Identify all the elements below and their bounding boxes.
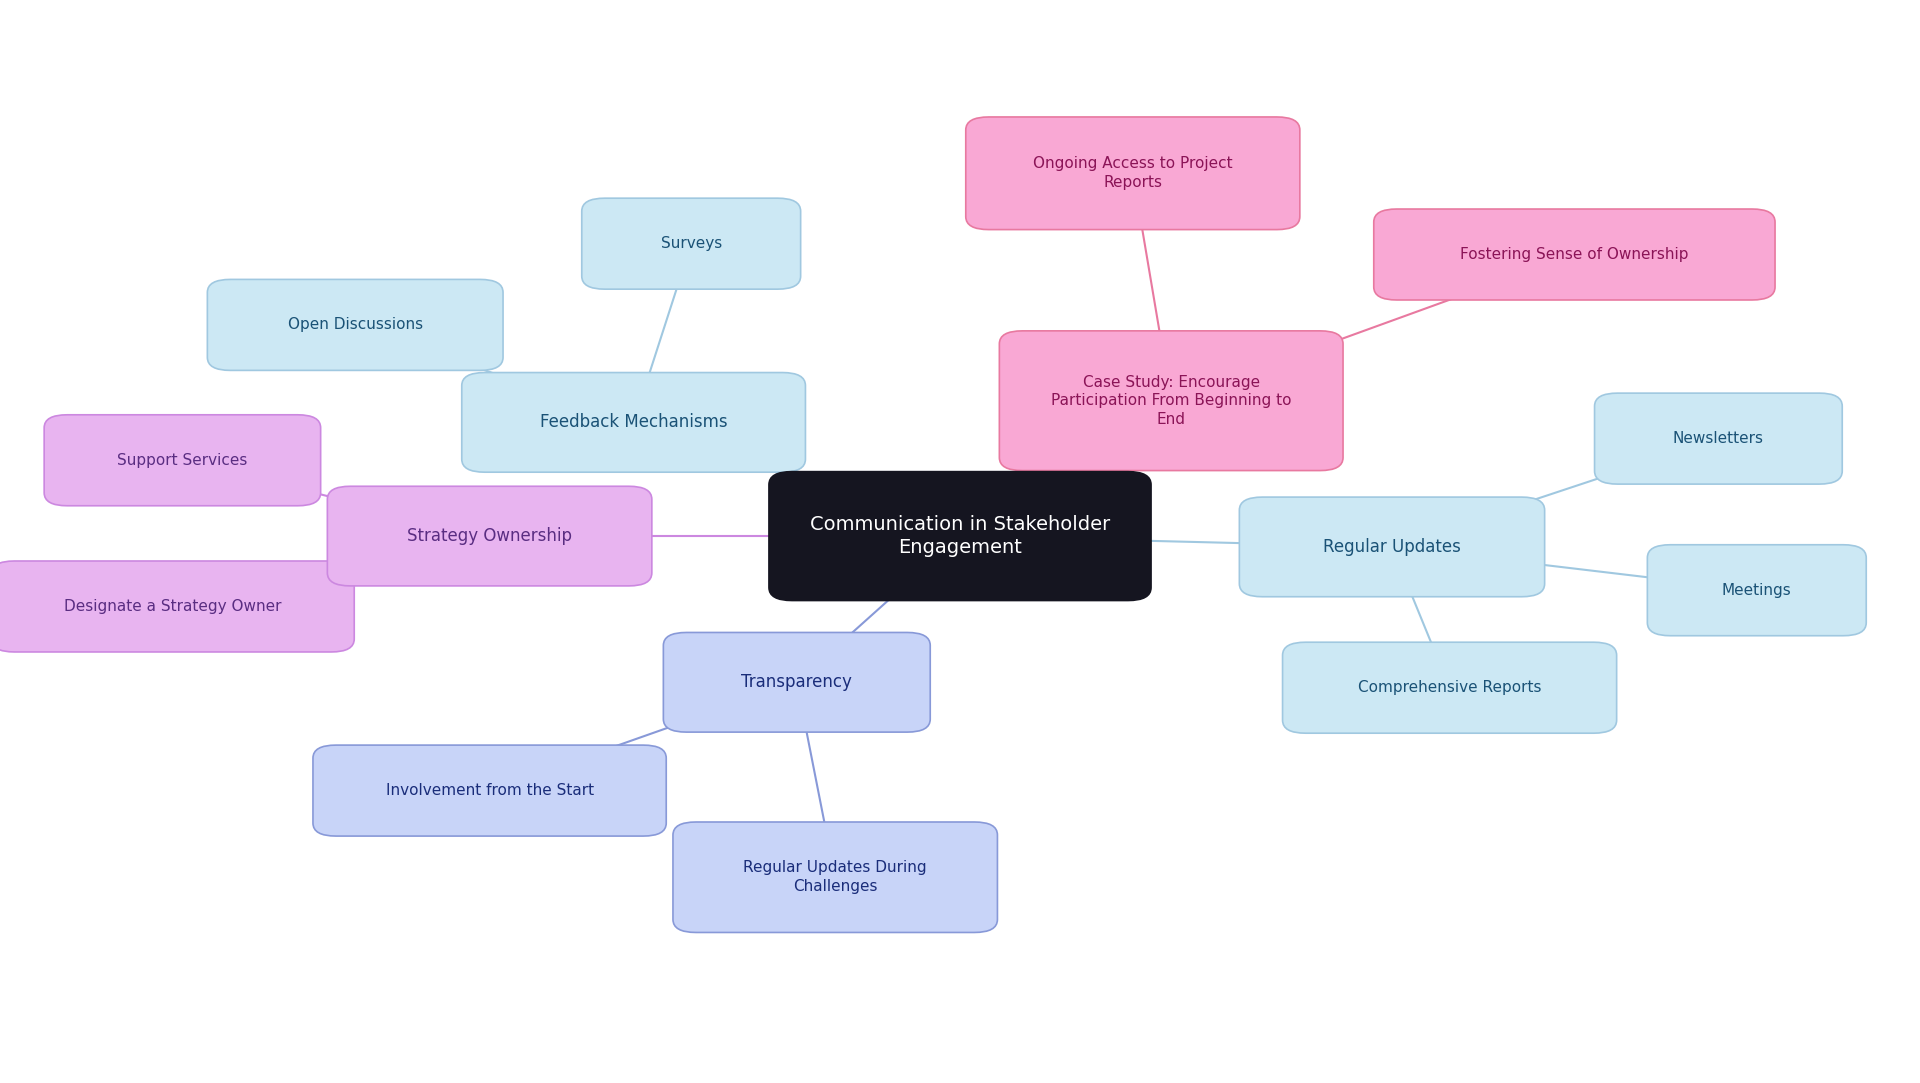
Text: Comprehensive Reports: Comprehensive Reports (1357, 680, 1542, 695)
Text: Involvement from the Start: Involvement from the Start (386, 783, 593, 798)
Text: Open Discussions: Open Discussions (288, 317, 422, 332)
Text: Transparency: Transparency (741, 674, 852, 691)
FancyBboxPatch shape (461, 373, 806, 472)
Text: Surveys: Surveys (660, 236, 722, 251)
Text: Regular Updates: Regular Updates (1323, 538, 1461, 556)
FancyBboxPatch shape (768, 472, 1150, 600)
Text: Ongoing Access to Project
Reports: Ongoing Access to Project Reports (1033, 156, 1233, 191)
Text: Feedback Mechanisms: Feedback Mechanisms (540, 414, 728, 431)
Text: Regular Updates During
Challenges: Regular Updates During Challenges (743, 860, 927, 895)
Text: Support Services: Support Services (117, 453, 248, 468)
FancyBboxPatch shape (662, 632, 929, 732)
Text: Strategy Ownership: Strategy Ownership (407, 527, 572, 545)
Text: Meetings: Meetings (1722, 583, 1791, 598)
Text: Communication in Stakeholder
Engagement: Communication in Stakeholder Engagement (810, 514, 1110, 558)
FancyBboxPatch shape (44, 415, 321, 506)
FancyBboxPatch shape (966, 117, 1300, 230)
FancyBboxPatch shape (1283, 642, 1617, 733)
FancyBboxPatch shape (998, 331, 1344, 470)
FancyBboxPatch shape (672, 822, 998, 932)
FancyBboxPatch shape (1594, 393, 1843, 484)
FancyBboxPatch shape (313, 745, 666, 836)
FancyBboxPatch shape (326, 486, 651, 586)
Text: Fostering Sense of Ownership: Fostering Sense of Ownership (1459, 247, 1690, 262)
FancyBboxPatch shape (582, 198, 801, 289)
Text: Newsletters: Newsletters (1672, 431, 1764, 446)
FancyBboxPatch shape (0, 561, 353, 652)
FancyBboxPatch shape (207, 279, 503, 370)
Text: Designate a Strategy Owner: Designate a Strategy Owner (63, 599, 282, 614)
FancyBboxPatch shape (1240, 497, 1544, 597)
Text: Case Study: Encourage
Participation From Beginning to
End: Case Study: Encourage Participation From… (1050, 375, 1292, 427)
FancyBboxPatch shape (1647, 545, 1866, 636)
FancyBboxPatch shape (1373, 209, 1774, 300)
